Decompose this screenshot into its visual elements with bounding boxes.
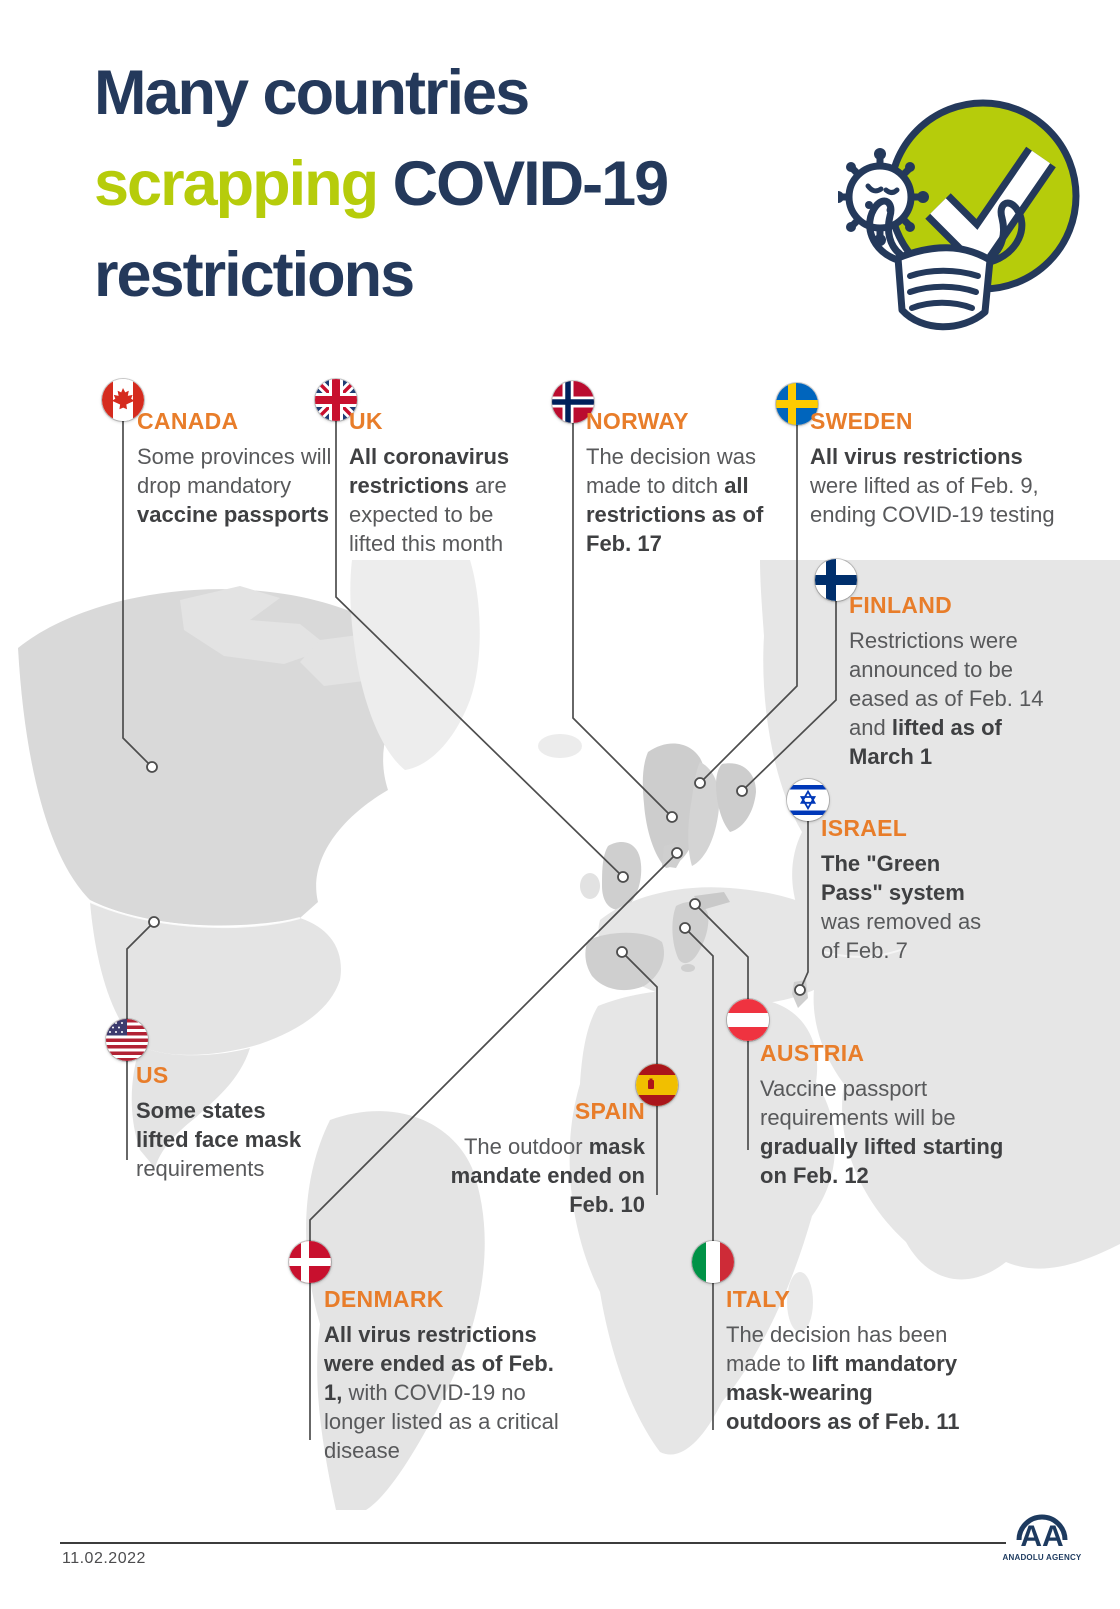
country-name: SWEDEN xyxy=(810,408,913,434)
footer-divider xyxy=(60,1542,1006,1544)
israel-flag-icon xyxy=(787,779,829,821)
norway-flag-icon xyxy=(552,381,594,423)
country-description: The outdoor mask mandate ended on Feb. 1… xyxy=(450,1134,645,1217)
callout-spain: SPAIN The outdoor mask mandate ended on … xyxy=(420,1098,645,1219)
country-description: The decision has been made to lift manda… xyxy=(726,1322,960,1434)
country-name: AUSTRIA xyxy=(760,1040,865,1066)
callout-italy: ITALY The decision has been made to lift… xyxy=(726,1286,972,1436)
canada-flag-icon xyxy=(102,379,144,421)
anadolu-agency-logo-icon: AA ANADOLU AGENCY xyxy=(1003,1514,1082,1562)
country-description: Restrictions were announced to be eased … xyxy=(849,628,1044,769)
agency-name: ANADOLU AGENCY xyxy=(1003,1553,1082,1562)
title-highlight-word: scrapping xyxy=(94,149,379,219)
country-name: FINLAND xyxy=(849,592,953,618)
callout-norway: NORWAY The decision was made to ditch al… xyxy=(586,408,774,558)
callout-us: US Some states lifted face mask requirem… xyxy=(136,1062,322,1183)
country-description: All virus restrictions were lifted as of… xyxy=(810,444,1055,527)
map-anchor-dots xyxy=(146,761,806,996)
callout-canada: CANADA Some provinces will drop mandator… xyxy=(137,408,333,529)
us-flag-icon xyxy=(106,1019,148,1061)
title-line-3: restrictions xyxy=(94,240,415,310)
italy-flag-icon xyxy=(692,1241,734,1283)
face-mask-icon xyxy=(866,197,1026,331)
denmark-flag-icon xyxy=(289,1241,331,1283)
austria-flag-icon xyxy=(727,999,769,1041)
country-name: UK xyxy=(349,408,383,434)
country-description: All coronavirus restrictions are expecte… xyxy=(349,444,510,556)
country-name: NORWAY xyxy=(586,408,689,434)
country-description: The "Green Pass" system was removed as o… xyxy=(821,851,982,963)
country-description: Vaccine passport requirements will be gr… xyxy=(760,1076,1004,1188)
sweden-flag-icon xyxy=(776,383,818,425)
callout-sweden: SWEDEN All virus restrictions were lifte… xyxy=(810,408,1068,529)
country-name: ISRAEL xyxy=(821,815,908,841)
country-name: SPAIN xyxy=(574,1098,645,1124)
page-title: Many countries scrapping COVID-19 restri… xyxy=(94,48,670,321)
callout-finland: FINLAND Restrictions were announced to b… xyxy=(849,592,1049,771)
title-line-1: Many countries xyxy=(94,58,530,128)
country-description: Some provinces will drop mandatory vacci… xyxy=(137,444,332,527)
callout-austria: AUSTRIA Vaccine passport requirements wi… xyxy=(760,1040,1016,1190)
callout-denmark: DENMARK All virus restrictions were ende… xyxy=(324,1286,576,1465)
finland-flag-icon xyxy=(815,559,857,601)
country-name: US xyxy=(136,1062,169,1088)
country-description: Some states lifted face mask requirement… xyxy=(136,1098,302,1181)
spain-flag-icon xyxy=(636,1064,678,1106)
uk-flag-icon xyxy=(315,379,357,421)
publication-date: 11.02.2022 xyxy=(62,1550,146,1567)
country-description: The decision was made to ditch all restr… xyxy=(586,444,764,556)
title-line-2-rest: COVID-19 xyxy=(377,149,670,219)
country-name: CANADA xyxy=(137,408,239,434)
country-name: ITALY xyxy=(726,1286,791,1312)
country-name: DENMARK xyxy=(324,1286,444,1312)
country-description: All virus restrictions were ended as of … xyxy=(324,1322,559,1463)
virus-mask-checkmark-badge-icon xyxy=(838,99,1080,331)
callout-uk: UK All coronavirus restrictions are expe… xyxy=(349,408,535,558)
callout-israel: ISRAEL The "Green Pass" system was remov… xyxy=(821,815,989,965)
svg-text:AA: AA xyxy=(1020,1520,1063,1553)
